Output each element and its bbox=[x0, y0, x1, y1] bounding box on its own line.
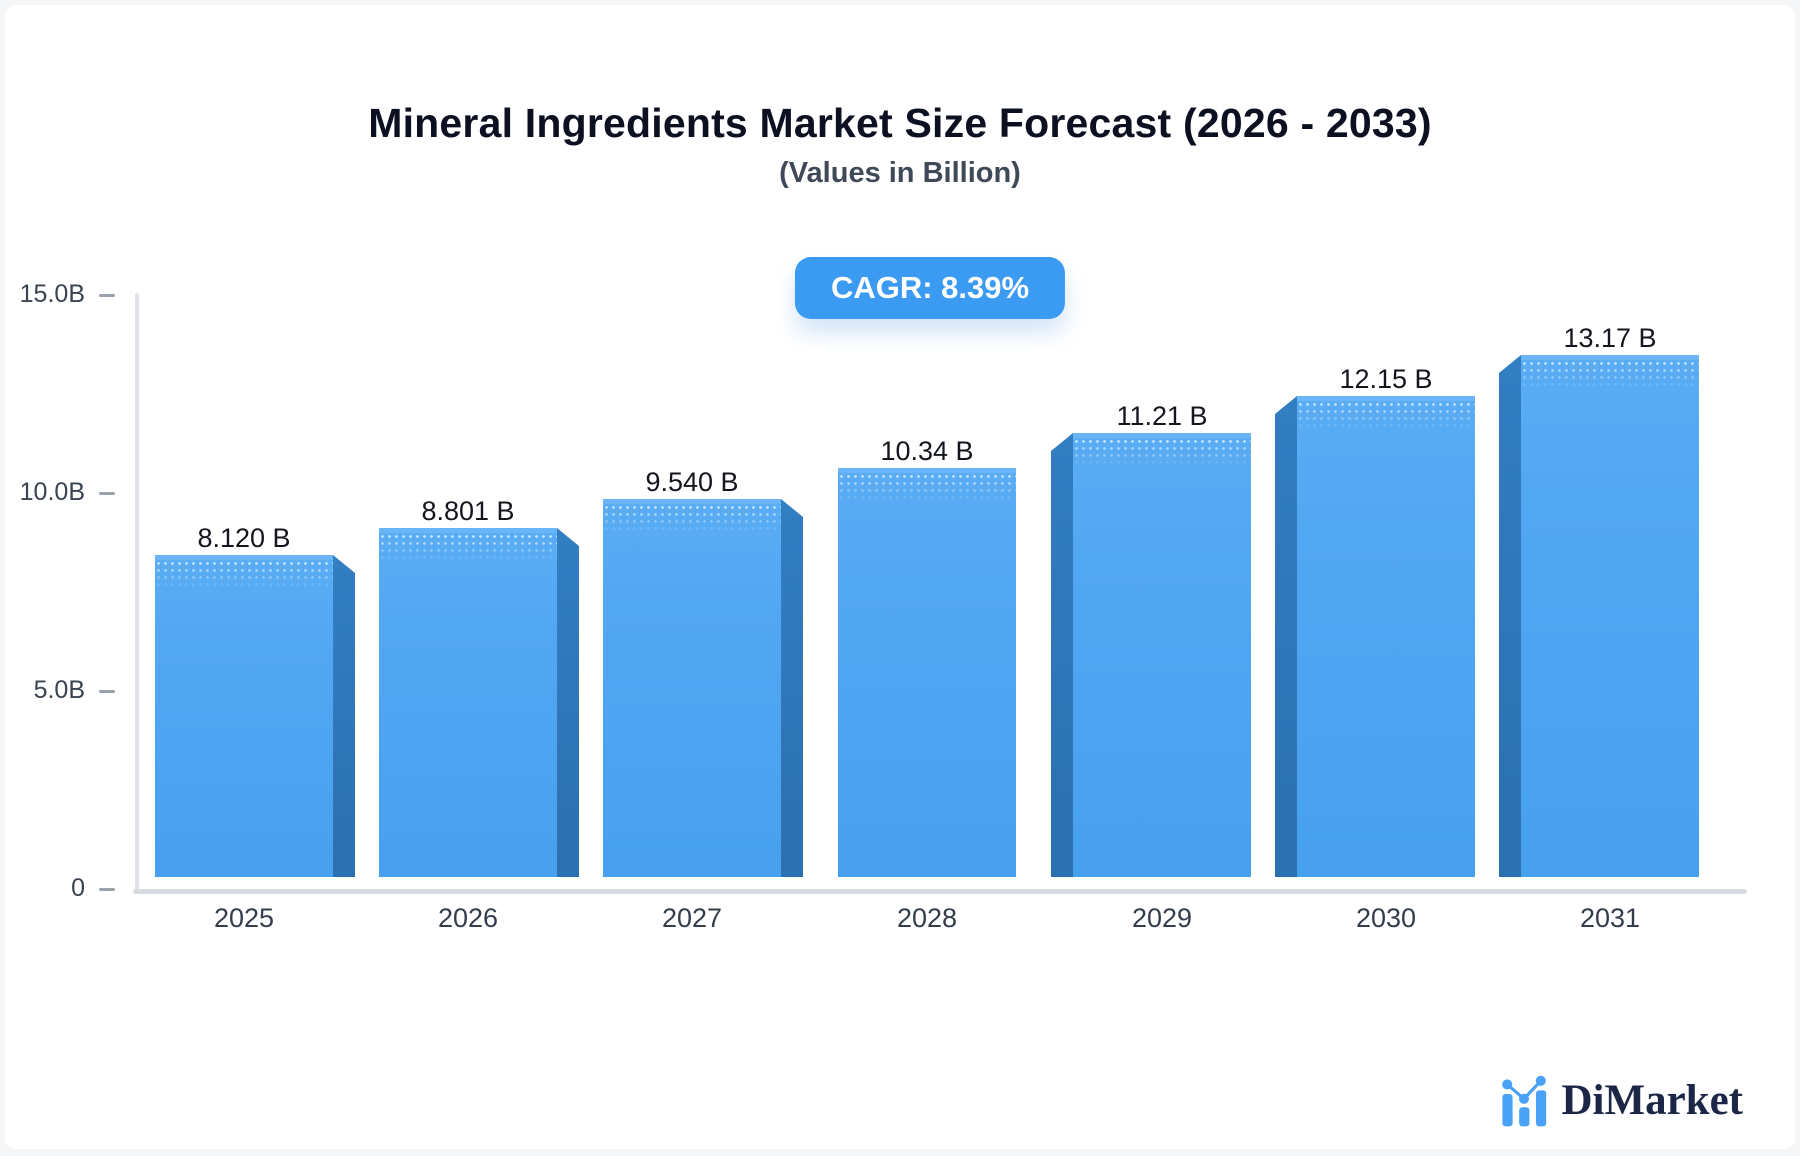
bar-side-face bbox=[781, 499, 803, 877]
bar-top-edge bbox=[1073, 433, 1251, 438]
bar-value-label: 9.540 B bbox=[645, 467, 739, 497]
bar-face bbox=[155, 555, 333, 877]
bar-dots-texture bbox=[155, 560, 333, 590]
x-axis-label: 2029 bbox=[1131, 903, 1193, 933]
bar-value-label: 12.15 B bbox=[1339, 364, 1433, 394]
bar-value-label: 10.34 B bbox=[880, 436, 974, 466]
bar-face bbox=[1521, 355, 1699, 877]
bar-top-edge bbox=[379, 528, 557, 533]
y-tick-label: 10.0B bbox=[19, 478, 85, 506]
bar-2028 bbox=[827, 468, 1027, 877]
bar-top-edge bbox=[1297, 396, 1475, 401]
bar-value-label: 11.21 B bbox=[1116, 401, 1208, 431]
y-tick-label: 15.0B bbox=[19, 280, 85, 308]
bar-value-label: 8.801 B bbox=[421, 496, 515, 526]
bar-side-face bbox=[557, 528, 579, 877]
bar-side-face bbox=[333, 555, 355, 877]
y-tick-label: 0 bbox=[71, 874, 85, 902]
bar-dots-texture bbox=[1297, 401, 1475, 431]
bar-face bbox=[1073, 433, 1251, 877]
cagr-badge: CAGR: 8.39% bbox=[794, 257, 1066, 319]
y-tick-label: 5.0B bbox=[33, 676, 85, 704]
bar-dots-texture bbox=[603, 504, 781, 534]
x-axis-label: 2027 bbox=[661, 903, 723, 933]
bar-value-label: 8.120 B bbox=[197, 523, 291, 553]
chart-card: Mineral Ingredients Market Size Forecast… bbox=[5, 5, 1795, 1149]
x-axis-label: 2028 bbox=[896, 903, 958, 933]
bar-face bbox=[603, 499, 781, 877]
x-axis-label: 2025 bbox=[213, 903, 275, 933]
bar-dots-texture bbox=[1073, 438, 1251, 468]
bar-top-edge bbox=[155, 555, 333, 560]
bar-2030 bbox=[1275, 396, 1475, 877]
bar-face bbox=[838, 468, 1016, 877]
bar-2029 bbox=[1051, 433, 1251, 877]
plot-area: 15.0B 10.0B 5.0B 0 8.120 B 2025 8.801 B 2026 9.5… bbox=[5, 5, 1795, 1149]
bar-side-face bbox=[1499, 355, 1521, 877]
x-axis-label: 2031 bbox=[1579, 903, 1641, 933]
chart-subtitle: (Values in Billion) bbox=[779, 157, 1021, 189]
x-baseline bbox=[133, 889, 1747, 894]
bar-dots-texture bbox=[1521, 360, 1699, 390]
bar-top-edge bbox=[1521, 355, 1699, 360]
bar-value-label: 13.17 B bbox=[1563, 323, 1657, 353]
bar-dots-texture bbox=[379, 533, 557, 563]
dimarket-logo-icon bbox=[1501, 1075, 1546, 1127]
bar-side-face bbox=[1051, 433, 1073, 877]
y-tick-dash bbox=[99, 492, 115, 495]
bar-top-edge bbox=[838, 468, 1016, 473]
bar-2026 bbox=[379, 528, 579, 877]
bar-2027 bbox=[603, 499, 803, 877]
y-tick-dash bbox=[99, 690, 115, 693]
bar-top-edge bbox=[603, 499, 781, 504]
x-axis-label: 2030 bbox=[1355, 903, 1417, 933]
bar-2031 bbox=[1499, 355, 1699, 877]
brand-name: DiMarket bbox=[1561, 1076, 1744, 1124]
x-axis-label: 2026 bbox=[437, 903, 499, 933]
y-tick-dash bbox=[99, 888, 115, 891]
bar-side-face bbox=[1275, 396, 1297, 877]
y-axis-line bbox=[135, 293, 139, 893]
bar-dots-texture bbox=[838, 473, 1016, 503]
bar-face bbox=[379, 528, 557, 877]
bar-2025 bbox=[155, 555, 355, 877]
brand-logo: DiMarket bbox=[1500, 1073, 1744, 1127]
y-tick-dash bbox=[99, 294, 115, 297]
chart-title: Mineral Ingredients Market Size Forecast… bbox=[368, 100, 1432, 146]
bar-face bbox=[1297, 396, 1475, 877]
